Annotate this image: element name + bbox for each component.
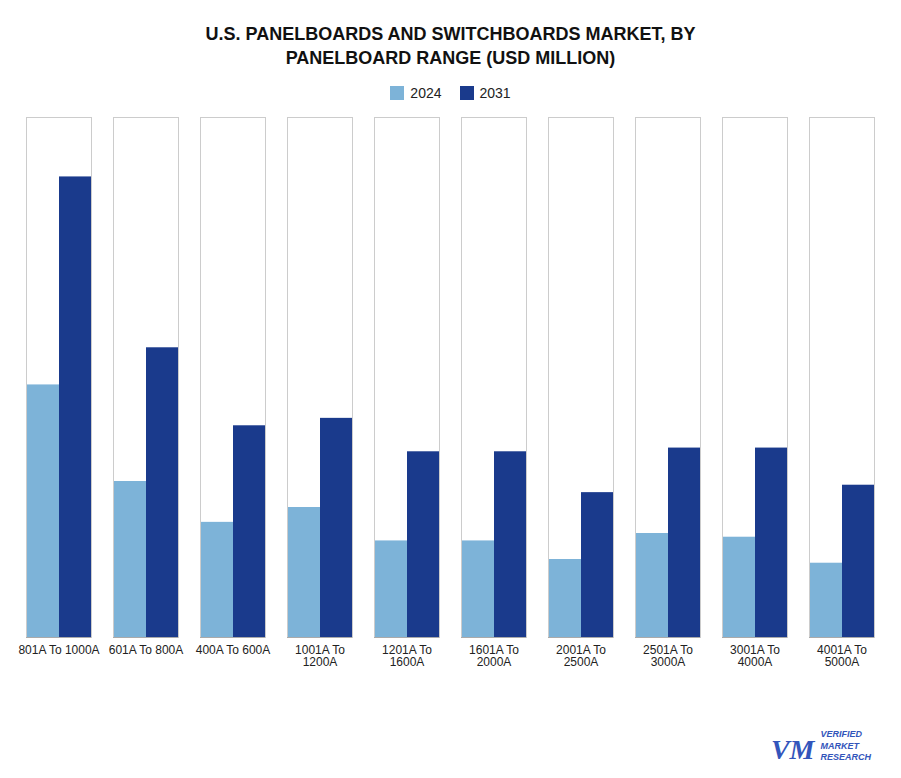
svg-text:601A To 800A: 601A To 800A — [109, 643, 184, 657]
svg-text:3001A To4000A: 3001A To4000A — [730, 643, 780, 669]
svg-text:2001A To2500A: 2001A To2500A — [556, 643, 606, 669]
svg-text:801A To 1000A: 801A To 1000A — [18, 643, 99, 657]
html-text:VERIFIED MARKET RESEARCH: VERIFIED MARKET RESEARCH — [820, 728, 871, 763]
svg-text:1201A To1600A: 1201A To1600A — [382, 643, 432, 669]
svg-text:2501A To3000A: 2501A To3000A — [643, 643, 693, 669]
html-text:U.S. PANELBOARDS AND SWITCHBOA: U.S. PANELBOARDS AND SWITCHBOARDS MARKET… — [205, 24, 696, 69]
svg-text:400A To 600A: 400A To 600A — [196, 643, 271, 657]
svg-text:4001A To5000A: 4001A To5000A — [817, 643, 867, 669]
svg-text:1601A To2000A: 1601A To2000A — [469, 643, 519, 669]
html-text:VM: VM — [770, 734, 815, 765]
html-text:2031: 2031 — [479, 84, 511, 101]
svg-text:1001A To1200A: 1001A To1200A — [295, 643, 345, 669]
html-text:2024: 2024 — [410, 84, 442, 101]
